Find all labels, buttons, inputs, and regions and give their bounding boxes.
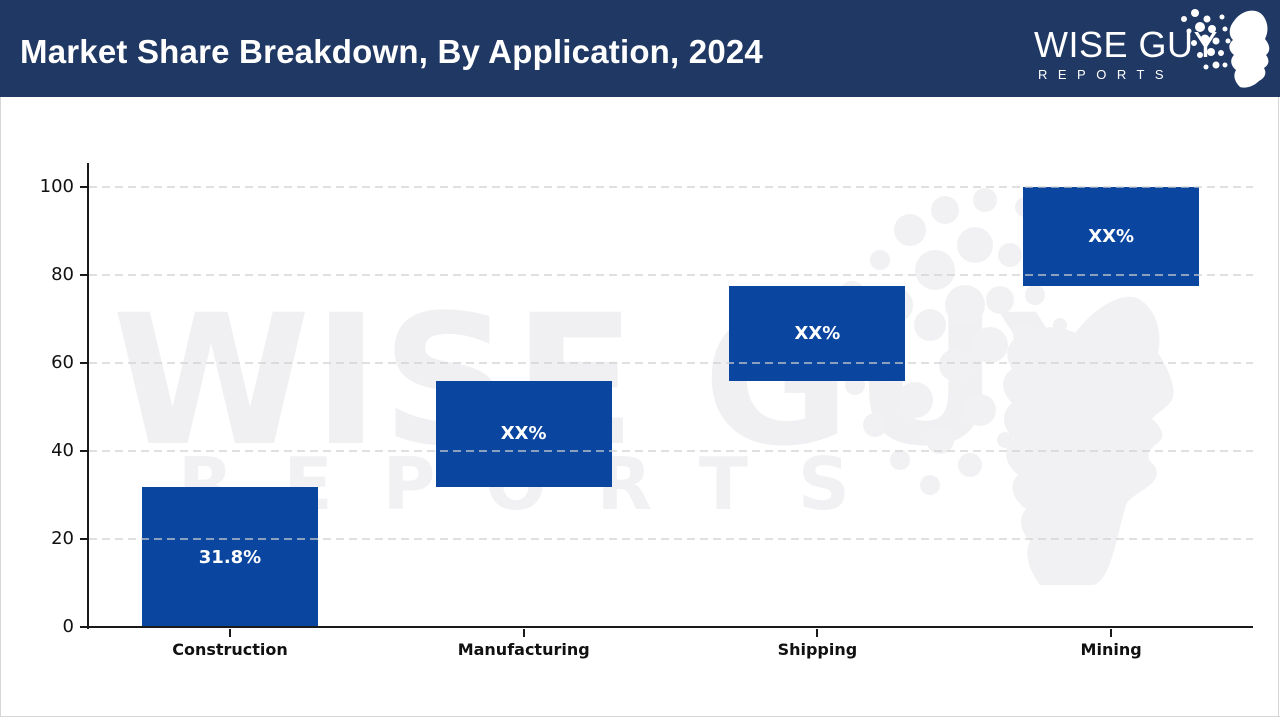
gridline-60	[89, 362, 1253, 364]
bar-value-label: XX%	[794, 322, 841, 344]
chart-area: 0 20 40 60 80 100 31.8% Construction XX% Manufact…	[0, 97, 1280, 720]
bar-shipping: XX%	[729, 286, 906, 381]
y-tick-mark-40	[80, 450, 88, 452]
frame-left-hairline	[0, 97, 1, 717]
y-tick-mark-100	[80, 186, 88, 188]
bar-value-label: XX%	[500, 423, 547, 445]
gridline-40	[89, 450, 1253, 452]
x-axis-spine	[87, 626, 1253, 629]
gridline-80	[89, 274, 1253, 276]
bar-value-label: 31.8%	[198, 546, 262, 568]
y-tick-label-80: 80	[51, 264, 74, 285]
y-tick-label-40: 40	[51, 440, 74, 461]
gridline-100	[89, 186, 1253, 188]
page-title: Market Share Breakdown, By Application, …	[20, 33, 763, 70]
x-category-label-mining: Mining	[1080, 640, 1142, 659]
y-tick-label-100: 100	[39, 176, 74, 197]
x-category-label-manufacturing: Manufacturing	[457, 640, 590, 659]
x-category-label-shipping: Shipping	[777, 640, 858, 659]
y-tick-label-0: 0	[62, 616, 74, 637]
y-tick-label-20: 20	[51, 528, 74, 549]
y-tick-mark-20	[80, 538, 88, 540]
logo-reports-wordmark: REPORTS	[1038, 67, 1174, 82]
bar-construction: 31.8%	[142, 487, 318, 627]
x-tick-mark-shipping	[816, 628, 819, 637]
frame-bottom-hairline	[0, 716, 1280, 717]
frame-right-hairline	[1278, 97, 1279, 717]
bar-manufacturing: XX%	[435, 380, 612, 488]
y-tick-mark-60	[80, 362, 88, 364]
gridline-20	[89, 538, 1253, 540]
x-tick-mark-mining	[1110, 628, 1113, 637]
brand-logo: WISE GUY REPORTS	[1034, 9, 1270, 88]
y-tick-mark-0	[80, 626, 88, 628]
y-tick-mark-80	[80, 274, 88, 276]
y-tick-label-60: 60	[51, 352, 74, 373]
x-category-label-construction: Construction	[172, 640, 288, 659]
logo-face-dots-icon	[1181, 9, 1270, 88]
y-axis-spine	[87, 163, 90, 629]
watermark-face-dots-icon	[840, 188, 1174, 585]
header-bar: Market Share Breakdown, By Application, …	[0, 0, 1280, 97]
x-tick-mark-manufacturing	[522, 628, 525, 637]
bar-value-label: XX%	[1088, 226, 1134, 247]
bar-mining: XX%	[1023, 187, 1200, 286]
x-tick-mark-construction	[229, 628, 231, 637]
